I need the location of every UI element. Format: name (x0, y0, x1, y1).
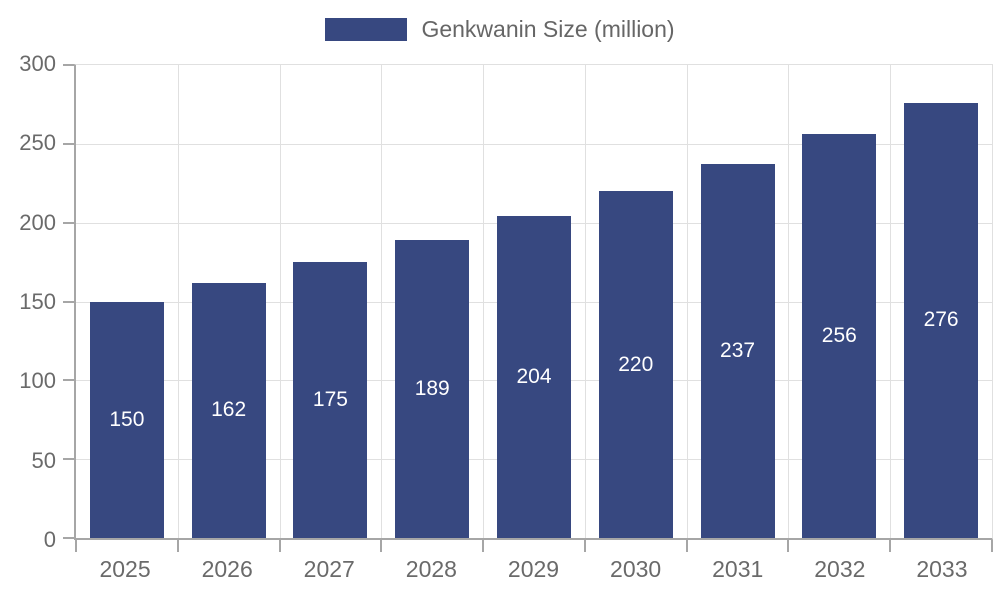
x-axis-tick (787, 540, 790, 552)
x-axis-tick (685, 540, 688, 552)
bar-value-label: 162 (211, 398, 247, 422)
horizontal-gridline (76, 143, 992, 145)
bar-value-label: 204 (516, 365, 552, 389)
y-tick-label: 0 (43, 527, 56, 552)
bar-value-label: 150 (109, 407, 145, 431)
x-tick-label: 2032 (814, 556, 866, 582)
x-tick-label: 2029 (507, 556, 560, 582)
bar: 150 (89, 301, 164, 538)
y-tick-label: 150 (19, 289, 56, 314)
bar: 204 (497, 216, 571, 538)
legend-label: Genkwanin Size (million) (421, 16, 675, 42)
x-tick-label: 2027 (303, 556, 355, 582)
bar-value-label: 237 (720, 339, 756, 363)
y-axis-labels: 0 50 100 150 200 250 300 (0, 51, 56, 552)
chart-legend: Genkwanin Size (million) (0, 16, 1000, 43)
bar: 189 (395, 240, 470, 538)
legend-swatch (325, 18, 408, 41)
bar-value-label: 276 (923, 308, 959, 332)
x-axis-labels: 2025 2026 2027 2028 2029 2030 2031 2032 2033 (74, 554, 993, 586)
vertical-gridline (279, 65, 281, 538)
y-axis-tick (63, 64, 74, 66)
bar-value-label: 220 (618, 352, 654, 376)
vertical-gridline (584, 65, 586, 538)
bar-value-label: 189 (414, 377, 450, 400)
vertical-gridline (381, 65, 383, 538)
bar: 175 (293, 262, 368, 538)
vertical-gridline (788, 65, 790, 538)
x-axis-tick (889, 540, 892, 552)
bar: 276 (904, 102, 979, 538)
y-axis-tick (63, 142, 74, 145)
x-tick-label: 2025 (99, 556, 151, 582)
bar: 237 (700, 164, 775, 538)
y-tick-label: 100 (19, 368, 56, 394)
vertical-gridline (890, 65, 892, 538)
vertical-gridline (686, 65, 688, 538)
x-axis-tick (482, 540, 485, 552)
plot-area: 150 162 175 189 204 220 237 256 276 (63, 64, 993, 552)
vertical-gridline (177, 65, 179, 538)
x-axis-tick (176, 540, 179, 552)
y-axis-tick (63, 537, 74, 539)
bar: 162 (191, 282, 266, 538)
x-axis-tick (278, 540, 281, 552)
y-tick-label: 200 (19, 209, 56, 235)
y-tick-label: 300 (19, 51, 56, 76)
y-axis-tick (63, 458, 74, 461)
bar-value-label: 175 (312, 388, 348, 412)
y-tick-label: 250 (19, 130, 56, 156)
x-tick-label: 2033 (916, 556, 968, 582)
x-tick-label: 2028 (405, 556, 457, 582)
x-tick-label: 2026 (201, 556, 253, 582)
x-axis-tick (991, 540, 993, 552)
bar-value-label: 256 (821, 324, 857, 348)
y-axis-tick (63, 379, 74, 382)
bar: 256 (802, 134, 877, 538)
y-tick-label: 50 (31, 447, 56, 473)
x-axis-tick (380, 540, 383, 552)
bar: 220 (598, 191, 673, 538)
x-tick-label: 2031 (712, 556, 764, 582)
y-axis-tick (63, 300, 74, 303)
x-axis-tick (583, 540, 586, 552)
vertical-gridline (483, 65, 485, 538)
x-axis-tick (75, 540, 77, 552)
y-axis-tick (63, 221, 74, 224)
x-tick-label: 2030 (610, 556, 662, 582)
